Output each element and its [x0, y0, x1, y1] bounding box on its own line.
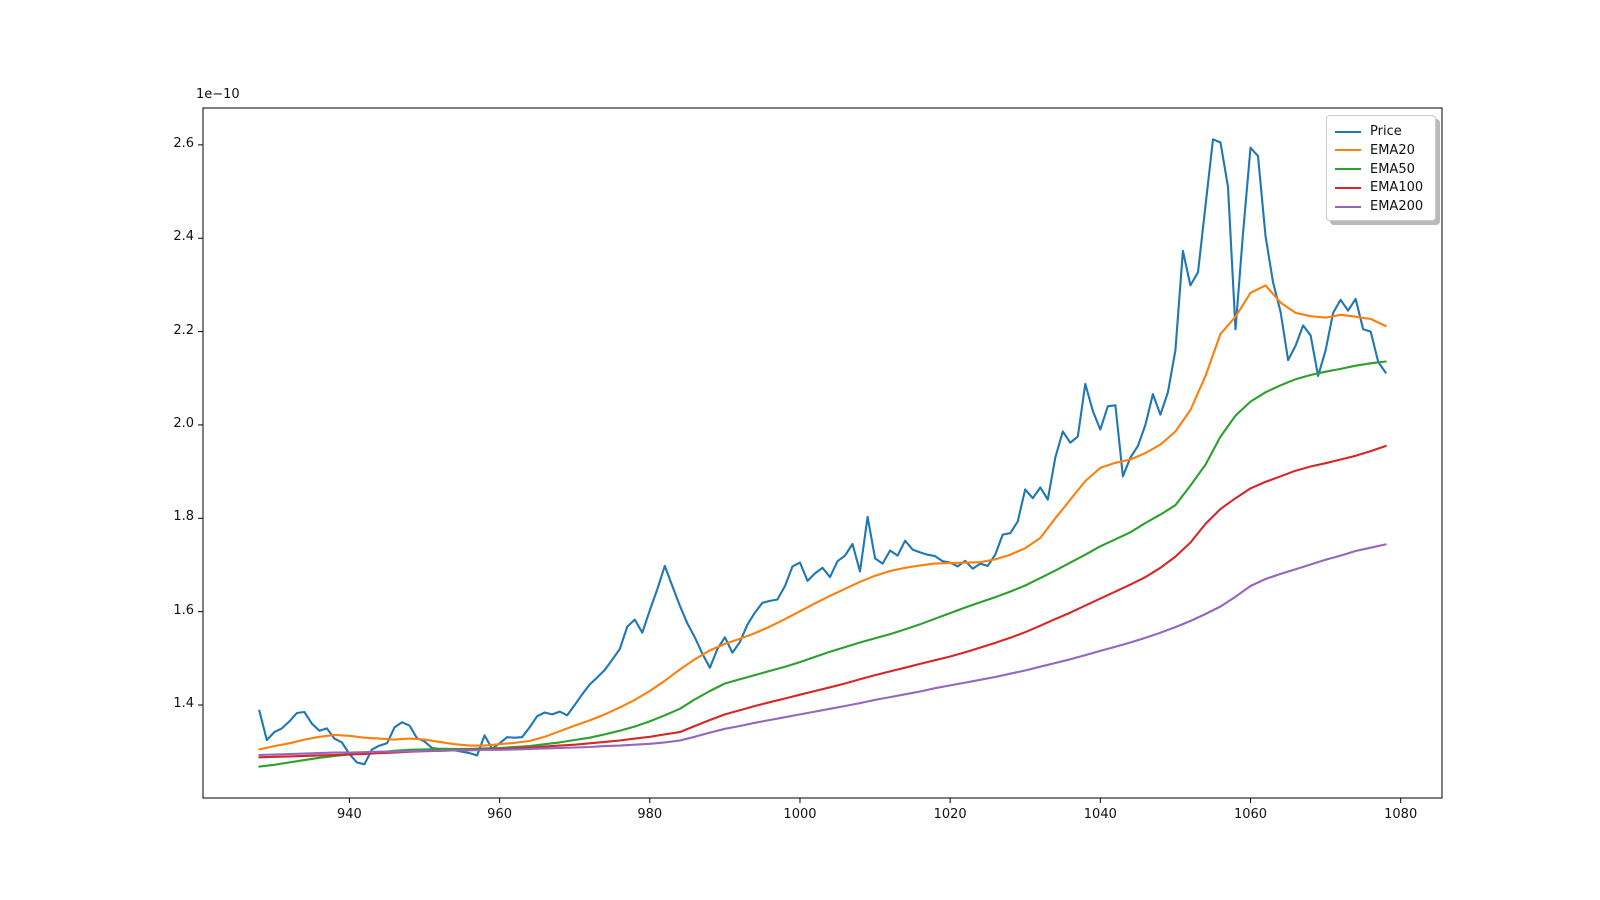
- legend-item-ema200: EMA200: [1335, 198, 1427, 215]
- y-axis-tick-label: 1.8: [173, 509, 194, 525]
- ema50-line: [258, 360, 1387, 768]
- legend-line-sample: [1335, 149, 1361, 152]
- legend-item-label: EMA200: [1370, 199, 1424, 214]
- y-axis-tick-label: 2.4: [173, 229, 194, 245]
- y-axis-tick-label: 1.4: [173, 696, 194, 712]
- x-axis-tick-label: 1020: [933, 807, 967, 822]
- legend: Price EMA20 EMA50 EMA100 EMA200: [1326, 115, 1436, 221]
- x-axis-tick-label: 940: [337, 807, 362, 822]
- legend-item-ema50: EMA50: [1335, 161, 1427, 178]
- legend-item-label: EMA100: [1370, 180, 1424, 196]
- x-axis-tick-label: 1060: [1233, 807, 1268, 822]
- x-axis-tick-label: 980: [637, 807, 663, 822]
- legend-item-label: EMA20: [1370, 142, 1415, 158]
- x-axis-tick-label: 1040: [1083, 807, 1117, 822]
- y-axis-tick-label: 1.6: [173, 602, 194, 618]
- axes-frame: [202, 107, 1443, 799]
- y-axis-offset-label: 1e−10: [196, 87, 240, 102]
- ema20-line: [258, 284, 1387, 751]
- legend-line-sample: [1335, 168, 1361, 170]
- price-line: [258, 138, 1387, 766]
- x-axis-tick-label: 1000: [783, 807, 817, 822]
- legend-item-label: Price: [1370, 124, 1402, 139]
- legend-line-sample: [1335, 130, 1361, 133]
- legend-line-sample: [1335, 205, 1361, 208]
- y-axis-tick-label: 2.6: [173, 135, 194, 151]
- legend-item-label: EMA50: [1370, 161, 1415, 177]
- x-axis-tick-label: 1080: [1384, 807, 1418, 822]
- legend-line-sample: [1335, 186, 1361, 189]
- legend-item-ema20: EMA20: [1335, 142, 1427, 159]
- x-axis-tick-label: 960: [487, 807, 512, 822]
- legend-item-price: Price: [1335, 123, 1427, 140]
- ema200-line: [258, 543, 1387, 757]
- y-axis-tick-label: 2.2: [173, 322, 194, 338]
- y-axis-tick-label: 2.0: [173, 415, 194, 431]
- legend-item-ema100: EMA100: [1335, 179, 1427, 196]
